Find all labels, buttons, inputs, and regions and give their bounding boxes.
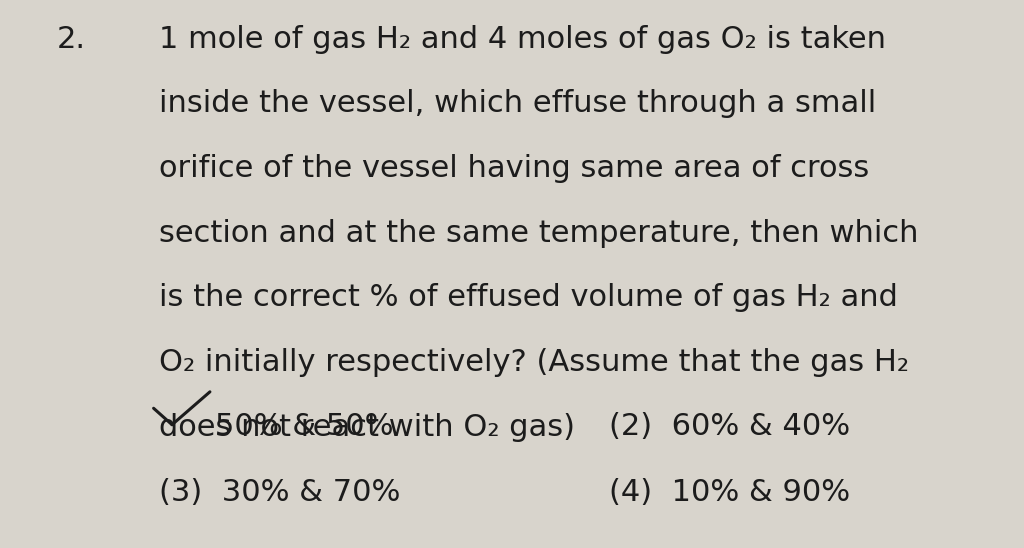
Text: O₂ initially respectively? (Assume that the gas H₂: O₂ initially respectively? (Assume that … xyxy=(159,348,908,377)
Text: section and at the same temperature, then which: section and at the same temperature, the… xyxy=(159,219,919,248)
Text: (2)  60% & 40%: (2) 60% & 40% xyxy=(609,412,850,441)
Text: orifice of the vessel having same area of cross: orifice of the vessel having same area o… xyxy=(159,154,869,183)
Text: 1 mole of gas H₂ and 4 moles of gas O₂ is taken: 1 mole of gas H₂ and 4 moles of gas O₂ i… xyxy=(159,25,886,54)
Text: inside the vessel, which effuse through a small: inside the vessel, which effuse through … xyxy=(159,89,876,118)
Text: does not react with O₂ gas): does not react with O₂ gas) xyxy=(159,413,574,442)
Text: 50% & 50%: 50% & 50% xyxy=(215,412,393,441)
Text: (3)  30% & 70%: (3) 30% & 70% xyxy=(159,478,400,507)
Text: (4)  10% & 90%: (4) 10% & 90% xyxy=(609,478,850,507)
Text: is the correct % of effused volume of gas H₂ and: is the correct % of effused volume of ga… xyxy=(159,283,898,312)
Text: 2.: 2. xyxy=(56,25,85,54)
